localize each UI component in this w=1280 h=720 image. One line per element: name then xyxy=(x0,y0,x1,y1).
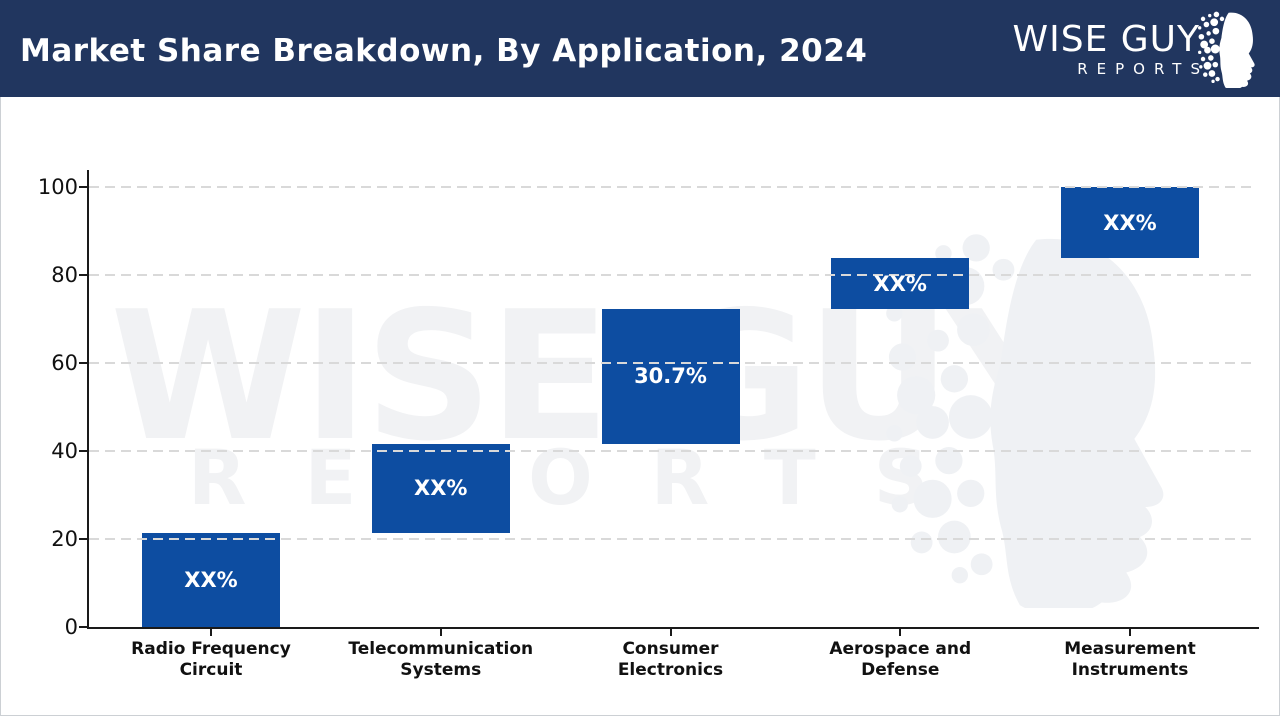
y-tick-label-100: 100 xyxy=(37,175,78,199)
bar-consumer-electronics xyxy=(601,308,740,444)
x-tick-mark-measurement-instruments xyxy=(1129,629,1131,636)
gridline-60 xyxy=(89,362,1257,364)
bar-value-label-telecommunication-systems: XX% xyxy=(414,476,468,501)
gridline-20 xyxy=(89,538,1257,540)
y-tick-label-40: 40 xyxy=(51,439,78,463)
x-category-label-aerospace-and-defense: Aerospace and Defense xyxy=(829,639,972,680)
chart-title: Market Share Breakdown, By Application, … xyxy=(20,33,868,69)
x-tick-mark-aerospace-and-defense xyxy=(899,629,902,636)
bar-value-label-consumer-electronics: 30.7% xyxy=(634,364,707,389)
y-tick-label-20: 20 xyxy=(51,527,78,551)
x-tick-mark-consumer-electronics xyxy=(669,629,672,636)
y-tick-label-0: 0 xyxy=(64,615,78,639)
x-category-label-consumer-electronics: Consumer Electronics xyxy=(617,639,724,680)
header-bar: Market Share Breakdown, By Application, … xyxy=(0,0,1280,97)
bar-value-label-measurement-instruments: XX% xyxy=(1103,210,1157,235)
y-tick-mark-20 xyxy=(79,538,87,540)
bar-radio-frequency-circuit xyxy=(142,532,280,627)
bar-measurement-instruments xyxy=(1061,187,1199,259)
y-tick-label-60: 60 xyxy=(51,351,78,375)
x-category-label-telecommunication-systems: Telecommunication Systems xyxy=(348,639,534,680)
x-tick-mark-telecommunication-systems xyxy=(439,629,442,636)
gridline-80 xyxy=(89,274,1257,276)
x-category-label-radio-frequency-circuit: Radio Frequency Circuit xyxy=(131,639,291,680)
y-tick-mark-40 xyxy=(79,450,87,452)
gridline-40 xyxy=(89,450,1257,452)
y-axis-line xyxy=(87,170,89,629)
y-tick-label-80: 80 xyxy=(51,263,78,287)
x-tick-mark-radio-frequency-circuit xyxy=(210,629,212,636)
wiseguy-logo: WISE GUY REPORTS xyxy=(1013,10,1269,88)
bar-aerospace-and-defense xyxy=(831,258,970,309)
bar-telecommunication-systems xyxy=(371,443,510,533)
logo-subtitle: REPORTS xyxy=(1077,60,1209,78)
x-category-label-measurement-instruments: Measurement Instruments xyxy=(1064,639,1196,680)
y-tick-mark-100 xyxy=(79,186,87,188)
bar-value-label-aerospace-and-defense: XX% xyxy=(873,271,927,296)
y-tick-mark-60 xyxy=(79,362,87,364)
y-tick-mark-80 xyxy=(79,274,87,276)
y-tick-mark-0 xyxy=(79,626,87,628)
logo-wordmark: WISE GUY xyxy=(1012,19,1200,60)
x-axis-line xyxy=(87,627,1259,629)
gridline-100 xyxy=(89,186,1257,188)
bar-value-label-radio-frequency-circuit: XX% xyxy=(184,567,238,592)
logo-text: WISE GUY REPORTS xyxy=(1012,19,1201,78)
watermark-subtitle: REPORTS xyxy=(188,433,987,522)
